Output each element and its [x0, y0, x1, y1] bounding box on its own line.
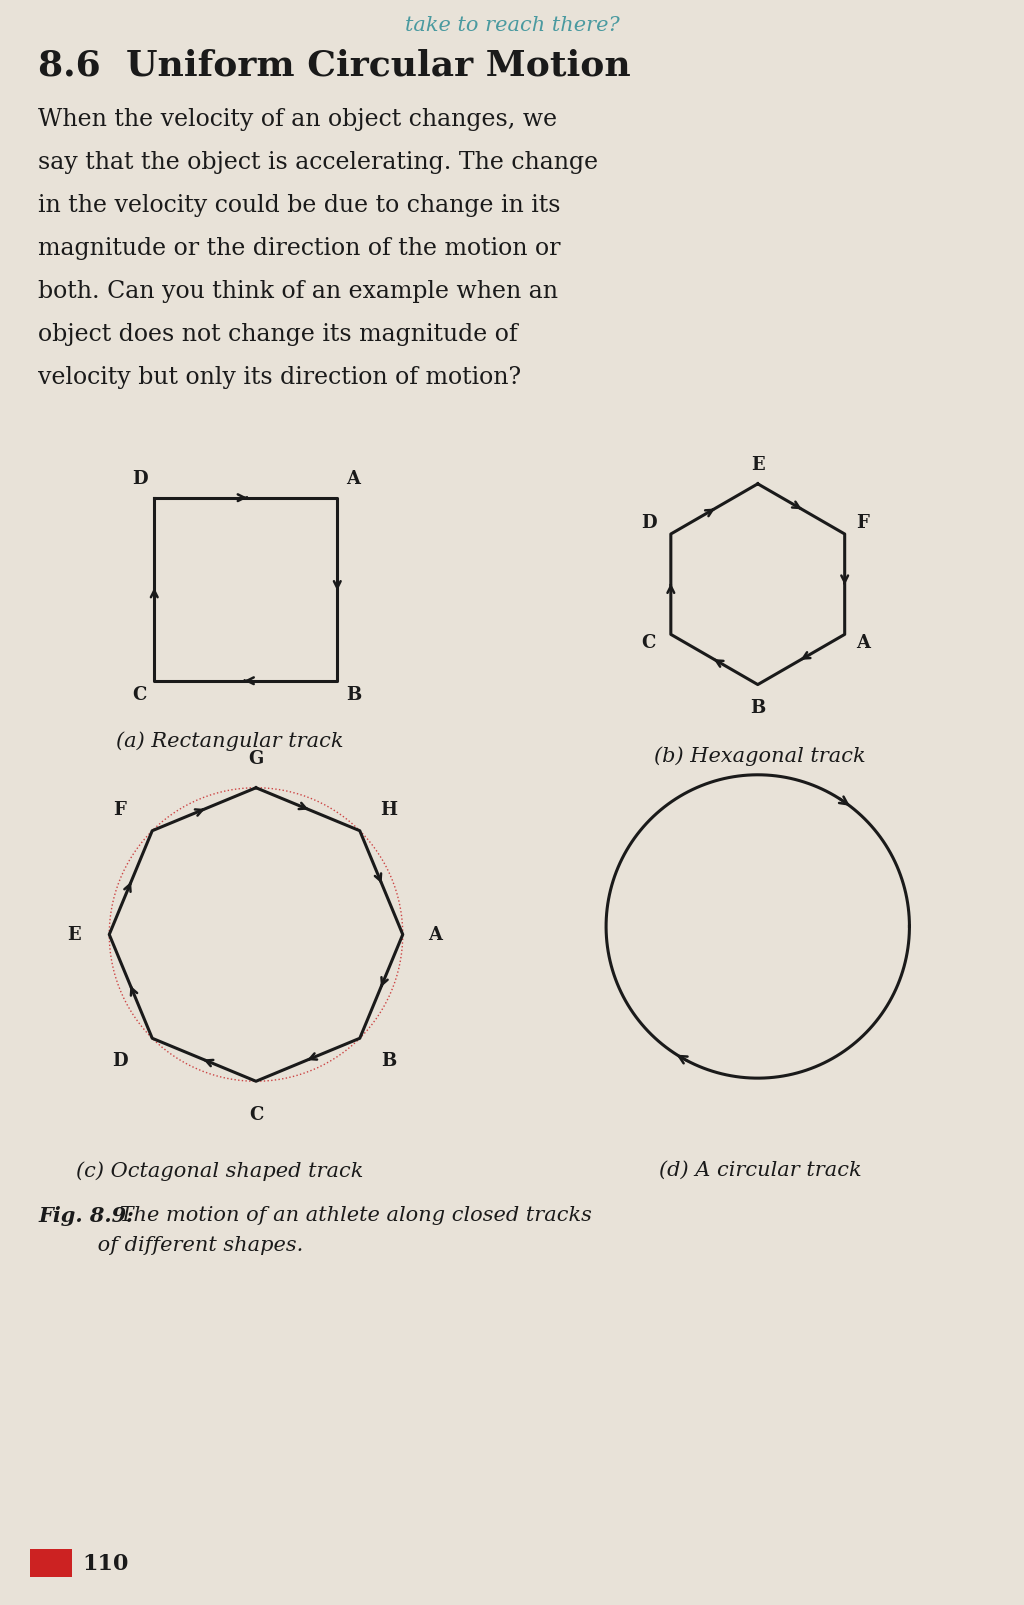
Text: (b) Hexagonal track: (b) Hexagonal track	[654, 746, 866, 766]
Text: in the velocity could be due to change in its: in the velocity could be due to change i…	[38, 194, 560, 217]
Text: Fig. 8.9:: Fig. 8.9:	[38, 1205, 134, 1225]
Text: A: A	[346, 470, 360, 488]
Text: both. Can you think of an example when an: both. Can you think of an example when a…	[38, 279, 558, 303]
Text: of different shapes.: of different shapes.	[38, 1236, 303, 1254]
Text: 8.6  Uniform Circular Motion: 8.6 Uniform Circular Motion	[38, 48, 631, 82]
Text: C: C	[249, 1104, 263, 1124]
Text: object does not change its magnitude of: object does not change its magnitude of	[38, 323, 517, 345]
Text: C: C	[132, 685, 146, 703]
Text: B: B	[346, 685, 361, 703]
Text: The motion of an athlete along closed tracks: The motion of an athlete along closed tr…	[113, 1205, 592, 1225]
Text: (a) Rectangular track: (a) Rectangular track	[117, 730, 344, 750]
Text: (d) A circular track: (d) A circular track	[658, 1160, 861, 1180]
Text: say that the object is accelerating. The change: say that the object is accelerating. The…	[38, 151, 598, 173]
Text: D: D	[113, 1051, 128, 1069]
Text: H: H	[381, 801, 397, 819]
Text: E: E	[751, 456, 765, 473]
Text: take to reach there?: take to reach there?	[404, 16, 620, 35]
Text: E: E	[68, 926, 81, 944]
Text: magnitude or the direction of the motion or: magnitude or the direction of the motion…	[38, 238, 560, 260]
Text: G: G	[249, 750, 263, 767]
Text: velocity but only its direction of motion?: velocity but only its direction of motio…	[38, 366, 521, 388]
Text: A: A	[428, 926, 442, 944]
Text: B: B	[382, 1051, 396, 1069]
Text: B: B	[751, 698, 765, 716]
Text: (c) Octagonal shaped track: (c) Octagonal shaped track	[77, 1160, 364, 1180]
Text: D: D	[132, 470, 147, 488]
Text: 110: 110	[82, 1552, 128, 1575]
Text: A: A	[856, 634, 869, 652]
Bar	[30, 1549, 72, 1578]
Text: F: F	[856, 514, 869, 531]
Text: C: C	[642, 634, 656, 652]
Text: When the velocity of an object changes, we: When the velocity of an object changes, …	[38, 108, 557, 132]
Text: D: D	[641, 514, 656, 531]
Text: F: F	[114, 801, 126, 819]
